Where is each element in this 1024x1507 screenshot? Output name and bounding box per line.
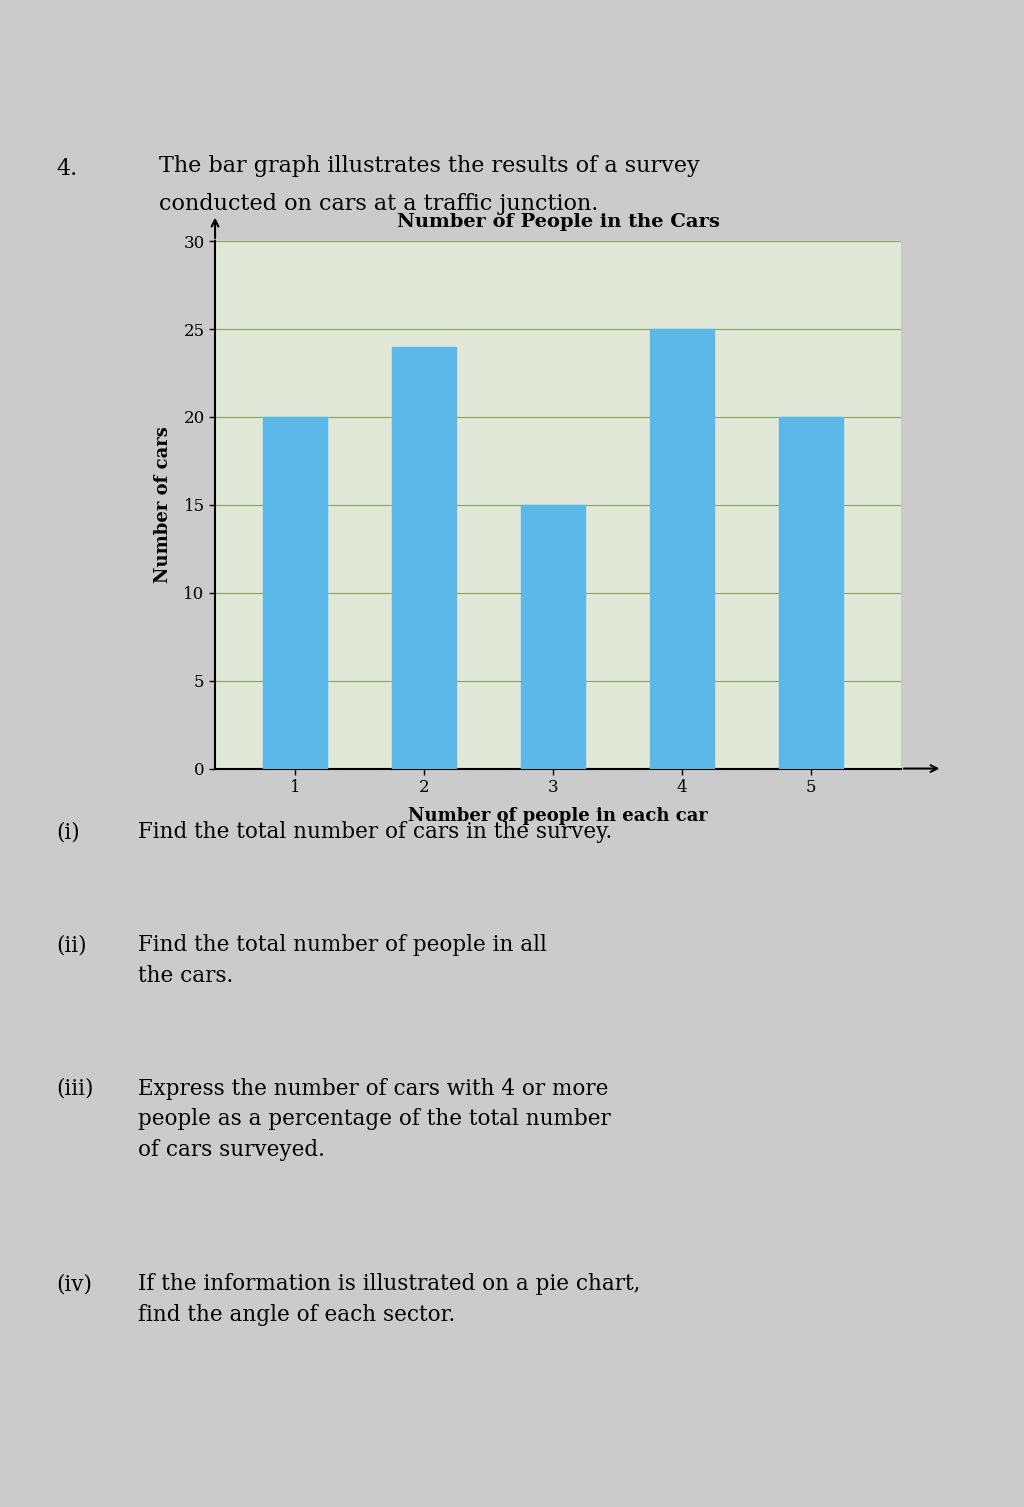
- Bar: [778, 417, 843, 769]
- Text: (iv): (iv): [56, 1273, 92, 1296]
- Bar: [263, 417, 328, 769]
- X-axis label: Number of people in each car: Number of people in each car: [409, 808, 708, 826]
- Text: The bar graph illustrates the results of a survey: The bar graph illustrates the results of…: [159, 155, 699, 178]
- Bar: [520, 505, 585, 769]
- Text: 4.: 4.: [56, 158, 78, 181]
- Text: If the information is illustrated on a pie chart,
find the angle of each sector.: If the information is illustrated on a p…: [138, 1273, 641, 1326]
- Text: Express the number of cars with 4 or more
people as a percentage of the total nu: Express the number of cars with 4 or mor…: [138, 1078, 611, 1160]
- Text: (ii): (ii): [56, 934, 87, 957]
- Y-axis label: Number of cars: Number of cars: [155, 426, 172, 583]
- Text: conducted on cars at a traffic junction.: conducted on cars at a traffic junction.: [159, 193, 598, 216]
- Bar: [392, 347, 457, 769]
- Text: Find the total number of cars in the survey.: Find the total number of cars in the sur…: [138, 821, 612, 844]
- Bar: [649, 329, 714, 769]
- Text: Find the total number of people in all
the cars.: Find the total number of people in all t…: [138, 934, 547, 987]
- Text: (iii): (iii): [56, 1078, 94, 1100]
- Text: (i): (i): [56, 821, 80, 844]
- Title: Number of People in the Cars: Number of People in the Cars: [396, 212, 720, 231]
